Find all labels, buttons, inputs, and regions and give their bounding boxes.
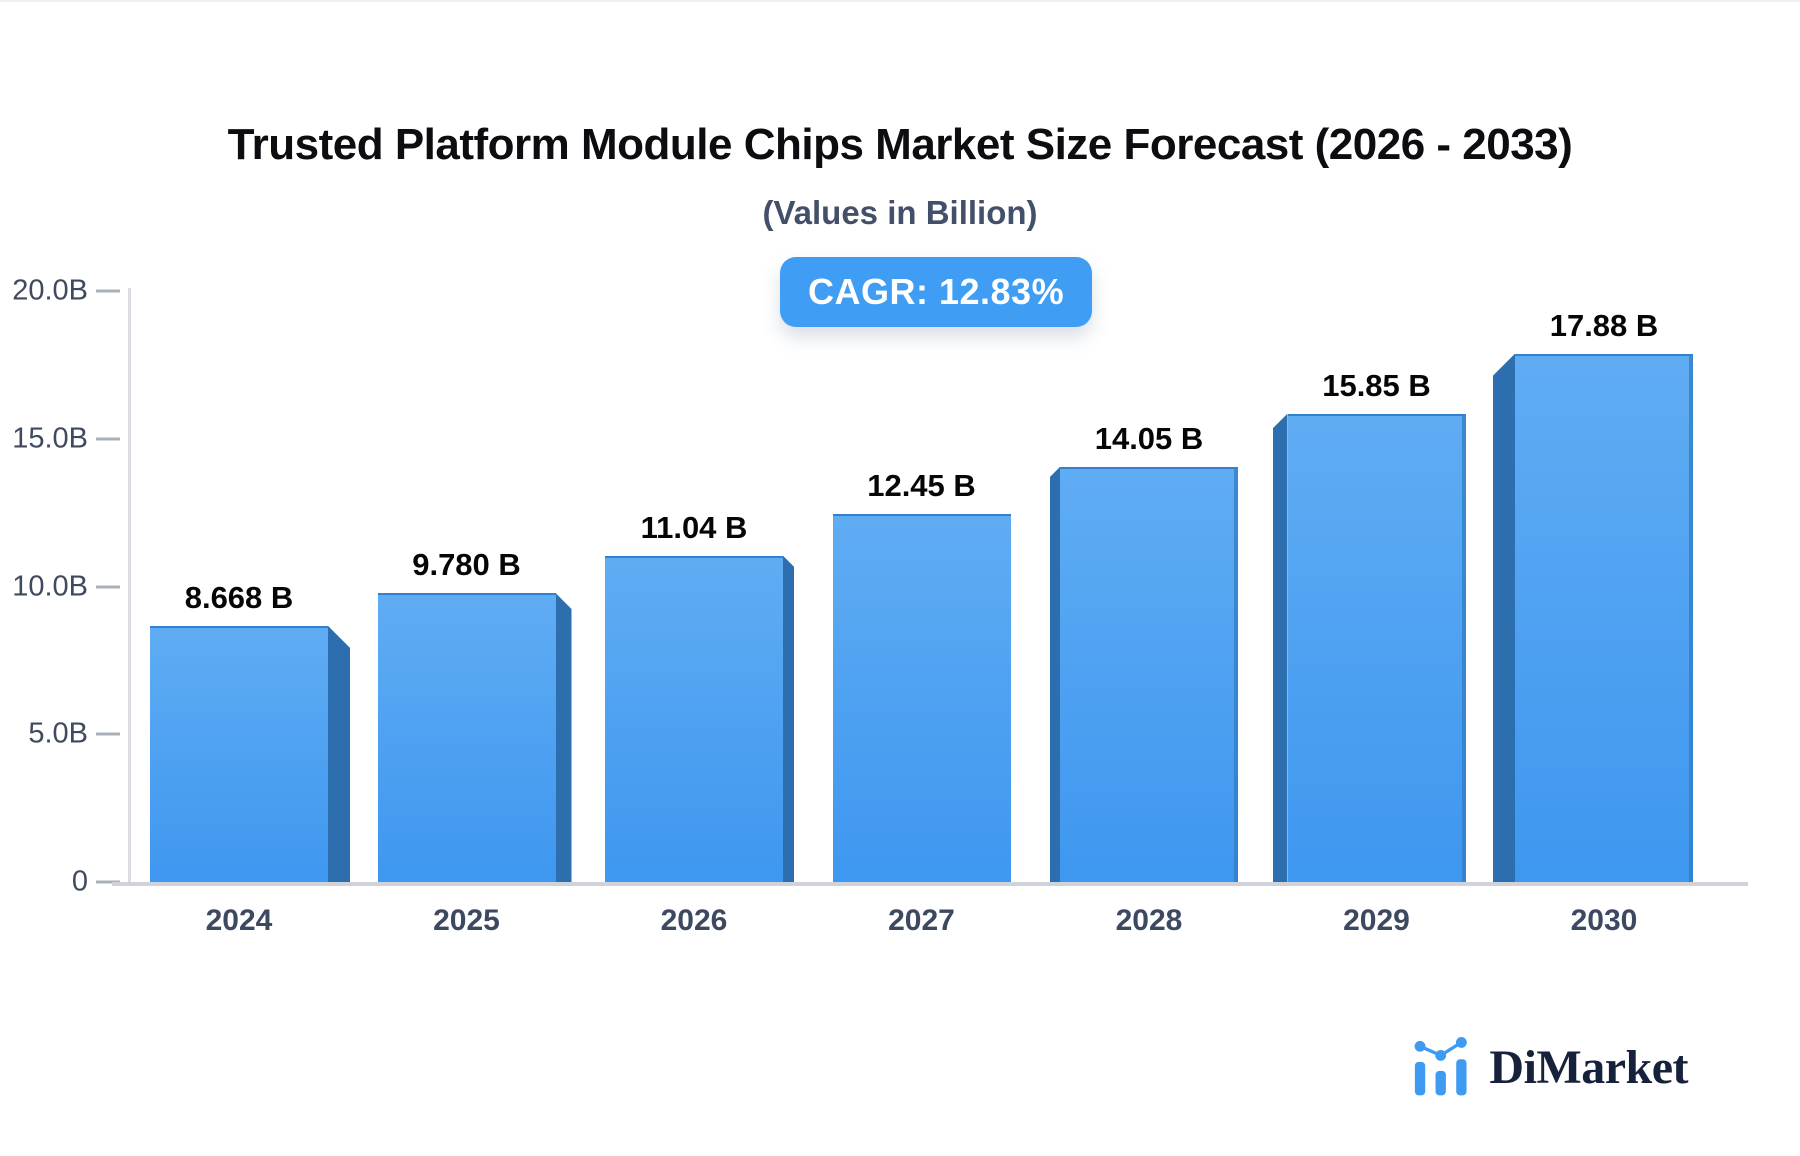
bar-2030 <box>1515 353 1693 882</box>
bar-side-2026 <box>783 555 794 882</box>
bar-side-2030 <box>1493 353 1515 882</box>
dimarket-logo: DiMarket <box>1411 1036 1688 1098</box>
x-axis-label-2030: 2030 <box>1570 904 1638 937</box>
bar-2027 <box>832 514 1011 882</box>
bar-value-label-2027: 12.45 B <box>867 468 976 504</box>
cagr-badge-label: CAGR: 12.83% <box>808 271 1065 312</box>
bar-value-label-2026: 11.04 B <box>640 509 748 545</box>
x-axis-label-2024: 2024 <box>205 904 273 937</box>
bar-2028 <box>1060 466 1238 882</box>
y-tick-mark <box>96 585 120 588</box>
x-axis-label-2028: 2028 <box>1115 904 1183 937</box>
bar-2029 <box>1287 413 1466 882</box>
y-tick-mark <box>96 289 120 293</box>
bar-side-2028 <box>1050 466 1060 882</box>
x-axis-label-2025: 2025 <box>433 904 500 937</box>
y-tick-mark <box>96 880 120 884</box>
y-tick-mark <box>96 732 120 736</box>
y-tick-label-15.0B: 15.0B <box>12 422 88 455</box>
y-axis-line <box>128 288 131 884</box>
bar-value-label-2025: 9.780 B <box>412 547 521 582</box>
y-tick-mark <box>96 437 120 441</box>
x-axis-label-2026: 2026 <box>660 904 728 937</box>
bar-value-label-2024: 8.668 B <box>184 579 294 615</box>
bar-2025 <box>377 593 556 882</box>
dimarket-logo-text: DiMarket <box>1489 1040 1688 1094</box>
y-tick-label-10.0B: 10.0B <box>12 570 88 602</box>
bar-2024 <box>150 625 328 882</box>
y-tick-label-20.0B: 20.0B <box>12 274 88 307</box>
bar-chart-sparkline-icon <box>1415 1037 1468 1096</box>
chart-title: Trusted Platform Module Chips Market Siz… <box>227 120 1573 169</box>
x-axis-label-2029: 2029 <box>1343 904 1410 937</box>
bar-2026 <box>605 555 783 882</box>
bar-value-label-2028: 14.05 B <box>1094 420 1204 456</box>
bar-value-label-2030: 17.88 B <box>1549 307 1659 343</box>
bar-side-2025 <box>555 593 572 882</box>
bar-side-2029 <box>1272 413 1288 882</box>
x-axis-label-2027: 2027 <box>888 904 955 937</box>
x-axis-baseline <box>112 882 1748 886</box>
y-tick-label-0: 0 <box>71 865 88 898</box>
bar-value-label-2029: 15.85 B <box>1322 367 1431 403</box>
cagr-badge: CAGR: 12.83% <box>780 257 1093 327</box>
y-tick-label-5.0B: 5.0B <box>28 717 88 750</box>
chart-subtitle: (Values in Billion) <box>762 194 1038 231</box>
bar-side-2024 <box>328 625 350 882</box>
